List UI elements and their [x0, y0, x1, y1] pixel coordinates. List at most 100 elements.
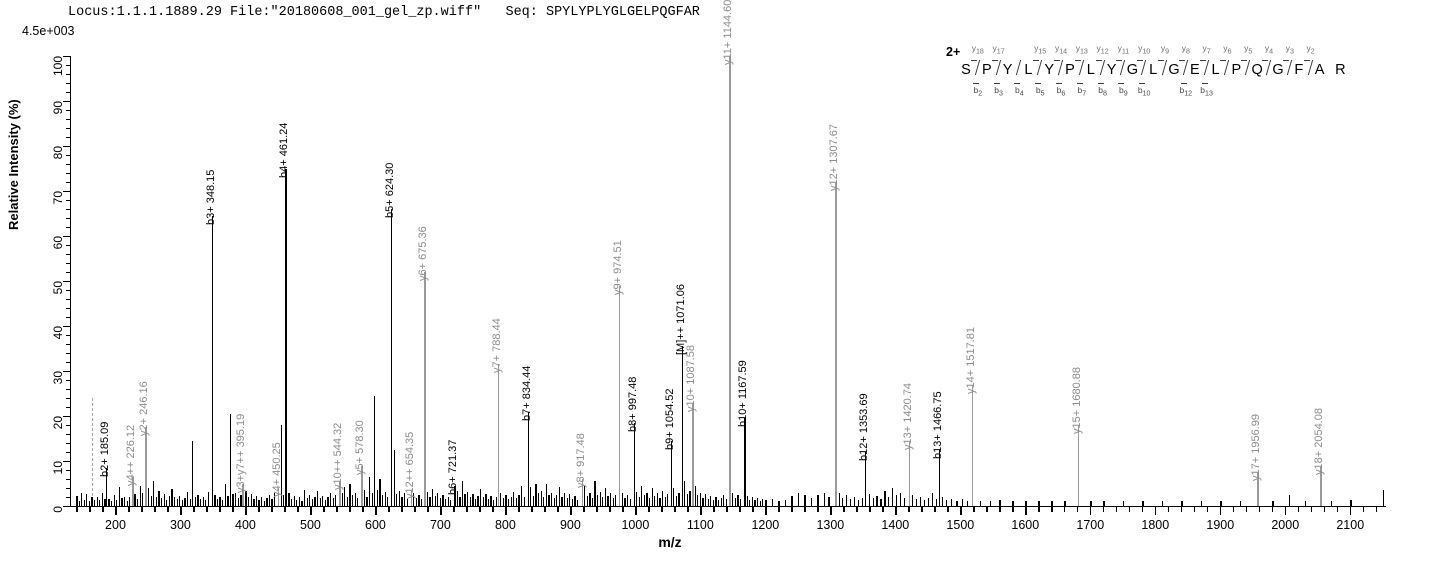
labeled-peak[interactable] [618, 285, 621, 506]
x-axis-minor-tick [661, 507, 663, 512]
labeled-peak[interactable] [1257, 472, 1259, 506]
x-axis-minor-tick [622, 507, 624, 512]
labeled-peak[interactable] [339, 481, 341, 506]
x-axis-minor-tick [193, 507, 195, 512]
peak [1051, 500, 1053, 506]
labeled-peak[interactable] [391, 209, 393, 506]
labeled-peak[interactable] [242, 483, 244, 506]
x-axis-tick-label: 1800 [1141, 518, 1170, 532]
y-axis-tick-label: 90 [51, 101, 65, 115]
x-axis-tick-label: 1600 [1011, 518, 1040, 532]
labeled-peak[interactable] [285, 168, 287, 506]
labeled-peak[interactable] [278, 488, 280, 506]
labeled-peak[interactable] [361, 465, 363, 506]
peak-label: b9+ 1054.52 [663, 388, 676, 450]
peak [442, 495, 444, 506]
labeled-peak[interactable] [835, 182, 837, 506]
peak [88, 501, 91, 506]
x-axis-minor-tick [1311, 507, 1313, 512]
labeled-peak[interactable] [692, 402, 694, 506]
y-axis-minor-tick [66, 299, 70, 301]
labeled-peak[interactable] [729, 56, 731, 506]
peak [740, 499, 742, 506]
peak [469, 497, 471, 506]
labeled-peak[interactable] [633, 422, 635, 506]
labeled-peak[interactable] [145, 427, 147, 506]
labeled-peak[interactable] [410, 490, 412, 506]
peak [576, 499, 579, 506]
labeled-peak[interactable] [681, 346, 683, 506]
labeled-peak[interactable] [132, 476, 134, 506]
ladder-y-tick [1158, 60, 1164, 61]
labeled-peak[interactable] [454, 485, 456, 506]
peak [298, 497, 300, 506]
ladder-y-ion-tag: y6 [1223, 43, 1232, 56]
y-axis-minor-tick [66, 398, 70, 400]
x-axis-minor-tick [752, 507, 754, 512]
peak [771, 499, 774, 506]
x-axis-minor-tick [1246, 507, 1248, 512]
labeled-peak[interactable] [424, 272, 426, 506]
peak [104, 499, 106, 506]
peak [487, 498, 490, 506]
peak [227, 496, 229, 506]
labeled-peak[interactable] [670, 440, 673, 506]
labeled-peak[interactable] [527, 411, 530, 506]
labeled-peak[interactable] [1077, 425, 1080, 506]
y-axis-minor-tick [66, 218, 70, 220]
peak [296, 499, 298, 506]
peak [697, 495, 699, 506]
peak [643, 495, 646, 506]
y-axis-title: Relative Intensity (%) [6, 99, 21, 230]
peak [271, 498, 273, 506]
y-axis-minor-tick [66, 389, 70, 391]
peak [379, 479, 381, 506]
peak [404, 493, 406, 506]
labeled-peak[interactable] [744, 418, 746, 506]
x-axis-minor-tick [882, 507, 884, 512]
x-axis-minor-tick [817, 507, 819, 512]
peak [240, 495, 242, 506]
peak [253, 499, 255, 506]
x-axis-minor-tick [1168, 507, 1170, 512]
peak [537, 493, 540, 506]
labeled-peak[interactable] [938, 449, 940, 506]
y-axis-minor-tick [66, 362, 70, 364]
peak [309, 495, 311, 506]
peak [694, 485, 696, 506]
labeled-peak[interactable] [497, 364, 500, 506]
x-axis-line [70, 506, 1386, 508]
x-axis-tick-label: 200 [105, 518, 126, 532]
ladder-y-tick [1241, 60, 1248, 61]
peak [946, 500, 948, 506]
labeled-peak[interactable] [908, 440, 911, 506]
x-axis-tick [700, 507, 702, 515]
peak [301, 500, 303, 506]
peak [126, 500, 128, 506]
x-axis-tick [375, 507, 377, 515]
peak [751, 497, 753, 506]
labeled-peak[interactable] [1320, 465, 1322, 506]
ladder-y-tick [1137, 60, 1144, 61]
x-axis-minor-tick [1064, 507, 1066, 512]
peak [553, 497, 555, 506]
peak [823, 492, 826, 506]
peak [168, 496, 171, 506]
y-axis-minor-tick [66, 92, 70, 94]
x-axis-minor-tick [1051, 507, 1053, 512]
x-axis-tick [1155, 507, 1157, 515]
labeled-peak[interactable] [211, 215, 214, 506]
labeled-peak[interactable] [105, 467, 108, 506]
peak [1142, 501, 1144, 506]
x-axis-tick-label: 1300 [816, 518, 845, 532]
labeled-peak[interactable] [865, 452, 867, 506]
ladder-b-ion-tag: b4 [1015, 85, 1024, 98]
y-axis-tick-label: 40 [51, 326, 65, 340]
labeled-peak[interactable] [971, 384, 974, 506]
peak [518, 495, 520, 506]
ladder-b-tick [1139, 83, 1146, 84]
labeled-peak[interactable] [581, 479, 583, 506]
peak [76, 496, 78, 506]
y-axis-minor-tick [66, 425, 70, 427]
